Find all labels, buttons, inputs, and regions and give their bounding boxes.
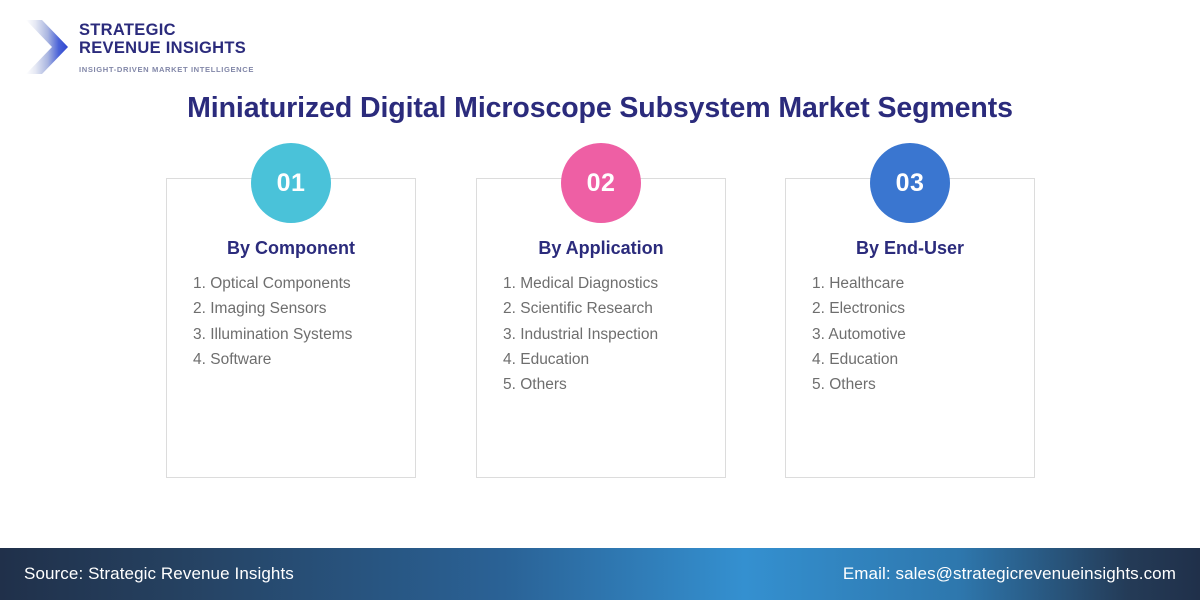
segment-number-badge-02: 02 (561, 143, 641, 223)
brand-name-line2: REVENUE INSIGHTS (79, 39, 247, 57)
list-item: 1. Medical Diagnostics (503, 275, 659, 292)
segment-list-01: 1. Optical Components 2. Imaging Sensors… (167, 271, 415, 372)
list-item: 2. Scientific Research (503, 300, 653, 318)
list-item: 4. Education (812, 350, 899, 368)
list-item: 4. Education (503, 350, 590, 368)
list-item: 2. Imaging Sensors (193, 300, 327, 318)
list-item: 4. Software (193, 350, 272, 368)
footer-source: Source: Strategic Revenue Insights (24, 564, 294, 583)
list-item: 5. Others (503, 376, 567, 394)
segment-card-by-component: 01 By Component 1. Optical Components 2.… (166, 143, 416, 478)
chevron-arrow-icon (26, 20, 68, 74)
segment-heading-03: By End-User (855, 238, 965, 258)
segment-heading-01: By Component (227, 238, 355, 258)
list-item: 3. Automotive (812, 325, 906, 343)
brand-logo: STRATEGIC REVENUE INSIGHTS INSIGHT-DRIVE… (22, 16, 254, 78)
list-item: 1. Healthcare (812, 275, 905, 292)
segments-card-group: 01 By Component 1. Optical Components 2.… (166, 143, 1035, 478)
list-item: 3. Industrial Inspection (503, 325, 659, 343)
list-item: 5. Others (812, 376, 876, 394)
segment-card-by-end-user: 03 By End-User 1. Healthcare 2. Electron… (785, 143, 1035, 478)
footer-bar: Source: Strategic Revenue Insights Email… (0, 548, 1200, 600)
brand-tagline: INSIGHT-DRIVEN MARKET INTELLIGENCE (79, 64, 255, 74)
segment-list-03: 1. Healthcare 2. Electronics 3. Automoti… (786, 271, 1034, 397)
page-title: Miniaturized Digital Microscope Subsyste… (187, 92, 1013, 124)
segment-heading-02: By Application (538, 238, 664, 258)
footer-email: Email: sales@strategicrevenueinsights.co… (842, 564, 1176, 583)
segment-number-badge-03: 03 (870, 143, 950, 223)
segment-number-badge-01: 01 (251, 143, 331, 223)
brand-name-line1: STRATEGIC (79, 21, 176, 40)
segment-list-02: 1. Medical Diagnostics 2. Scientific Res… (477, 271, 725, 397)
segment-card-by-application: 02 By Application 1. Medical Diagnostics… (476, 143, 726, 478)
list-item: 1. Optical Components (193, 275, 351, 292)
list-item: 3. Illumination Systems (193, 325, 353, 343)
brand-wordmark: STRATEGIC REVENUE INSIGHTS INSIGHT-DRIVE… (79, 20, 255, 74)
list-item: 2. Electronics (812, 300, 906, 318)
